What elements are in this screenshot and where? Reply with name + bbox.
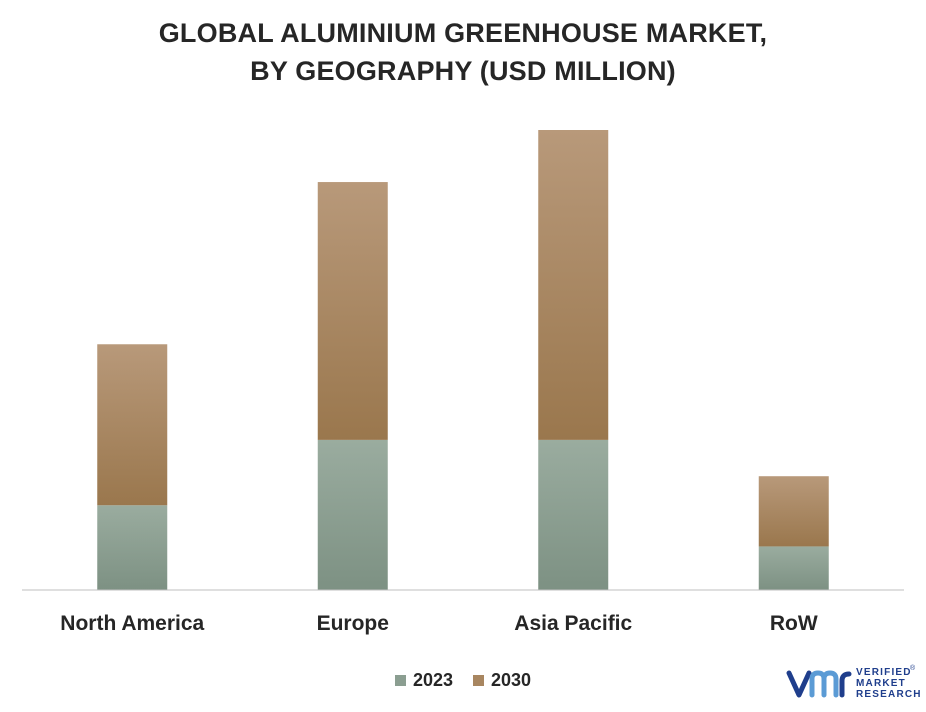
x-tick-label-asia-pacific: Asia Pacific [514,612,632,635]
bar-north-america-2023 [97,505,168,590]
legend: 2023 2030 [0,670,926,691]
x-axis-labels: North America Europe Asia Pacific RoW [60,612,818,635]
logo-line2: MARKET [856,678,906,689]
bar-asia-pacific-2023 [538,439,609,590]
x-tick-label-europe: Europe [317,612,389,635]
chart-title-line2: BY GEOGRAPHY (USD MILLION) [250,56,676,86]
bar-row-2023 [758,546,829,590]
legend-item-2030: 2030 [473,670,531,691]
legend-label-2023: 2023 [412,670,453,690]
logo-line3: RESEARCH [856,689,922,700]
bar-asia-pacific-2030 [538,130,609,440]
logo-registered-mark: ® [910,665,916,672]
legend-item-2023: 2023 [394,670,453,691]
bar-row-2030 [758,476,829,547]
x-tick-label-north-america: North America [60,612,204,635]
bar-europe-2030 [317,182,388,440]
vmr-logo-text: VERIFIED MARKET RESEARCH [856,667,922,700]
legend-label-2030: 2030 [491,670,532,690]
legend-swatch-2023 [394,675,406,686]
vmr-logo-icon [786,670,852,698]
bar-north-america-2030 [97,344,168,506]
chart-title-line1: GLOBAL ALUMINIUM GREENHOUSE MARKET, [158,18,768,48]
bars-group [97,130,829,590]
chart-title: GLOBAL ALUMINIUM GREENHOUSE MARKET, BY G… [0,14,926,90]
vmr-logo: VERIFIED MARKET RESEARCH ® [786,663,921,703]
logo-line1: VERIFIED [856,667,912,678]
legend-swatch-2030 [473,675,484,686]
x-tick-label-row: RoW [770,612,818,635]
bar-europe-2023 [317,439,388,590]
